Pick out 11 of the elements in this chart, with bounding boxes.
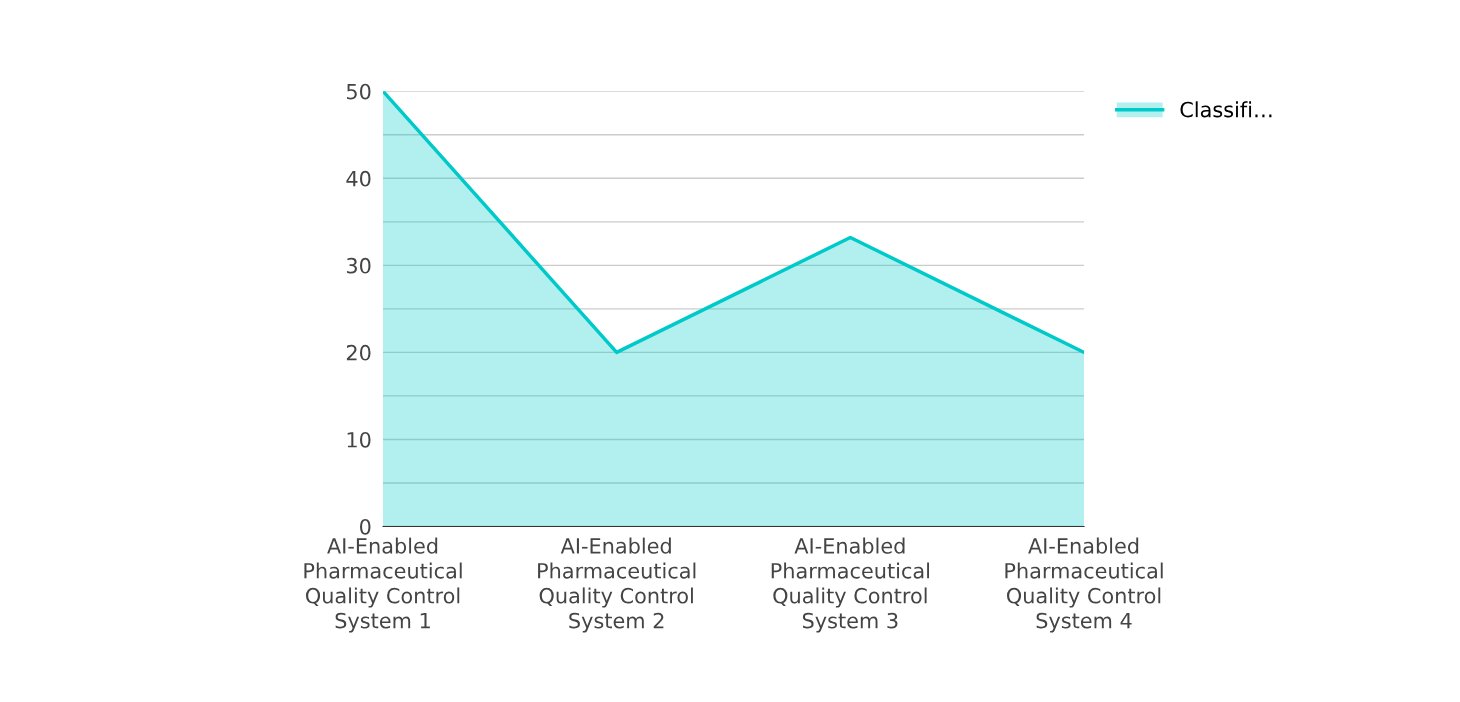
x-tick-label: AI-Enabled Pharmaceutical Quality Control System 1 bbox=[304, 537, 462, 633]
y-tick-label: 50 bbox=[346, 83, 371, 100]
x-tick-label: AI-Enabled Pharmaceutical Quality Control System 3 bbox=[771, 537, 929, 633]
x-tick-label: AI-Enabled Pharmaceutical Quality Control System 2 bbox=[538, 537, 696, 633]
x-tick-label: AI-Enabled Pharmaceutical Quality Control System 4 bbox=[1005, 537, 1163, 633]
y-tick-label: 30 bbox=[346, 257, 371, 274]
y-tick-label: 20 bbox=[346, 344, 371, 361]
y-tick-label: 10 bbox=[347, 431, 371, 448]
y-tick-label: 40 bbox=[346, 170, 371, 187]
y-tick-label: 0 bbox=[360, 518, 371, 535]
legend-label: Classifi… bbox=[1180, 101, 1272, 118]
